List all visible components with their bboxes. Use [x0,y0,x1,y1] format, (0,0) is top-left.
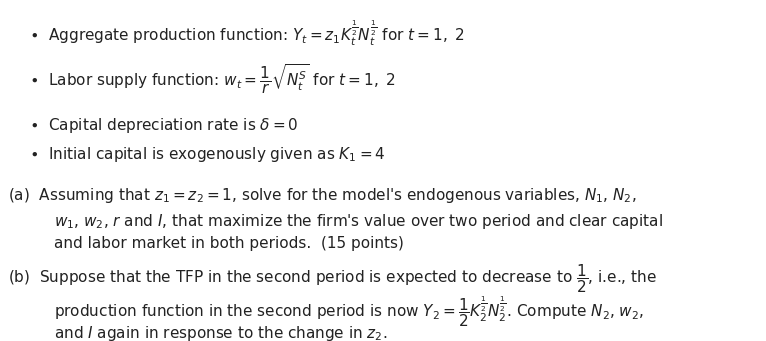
Text: $\bullet$  Initial capital is exogenously given as $K_1 = 4$: $\bullet$ Initial capital is exogenously… [29,145,386,164]
Text: $\bullet$  Capital depreciation rate is $\delta = 0$: $\bullet$ Capital depreciation rate is $… [29,116,299,135]
Text: (a)  Assuming that $z_1 = z_2 = 1$, solve for the model's endogenous variables, : (a) Assuming that $z_1 = z_2 = 1$, solve… [8,186,637,205]
Text: $\bullet$  Labor supply function: $w_t = \dfrac{1}{r}\sqrt{N_t^S}$ for $t = 1,\ : $\bullet$ Labor supply function: $w_t = … [29,63,396,96]
Text: production function in the second period is now $Y_2 = \dfrac{1}{2} K_2^{\frac{1: production function in the second period… [54,294,644,329]
Text: and labor market in both periods.  (15 points): and labor market in both periods. (15 po… [54,236,404,251]
Text: $\bullet$  Aggregate production function: $Y_t = z_1 K_t^{\frac{1}{2}} N_t^{\fra: $\bullet$ Aggregate production function:… [29,19,466,48]
Text: and $I$ again in response to the change in $z_2$.: and $I$ again in response to the change … [54,324,388,341]
Text: (b)  Suppose that the TFP in the second period is expected to decrease to $\dfra: (b) Suppose that the TFP in the second p… [8,262,657,295]
Text: $w_1$, $w_2$, $r$ and $I$, that maximize the firm's value over two period and cl: $w_1$, $w_2$, $r$ and $I$, that maximize… [54,212,663,231]
